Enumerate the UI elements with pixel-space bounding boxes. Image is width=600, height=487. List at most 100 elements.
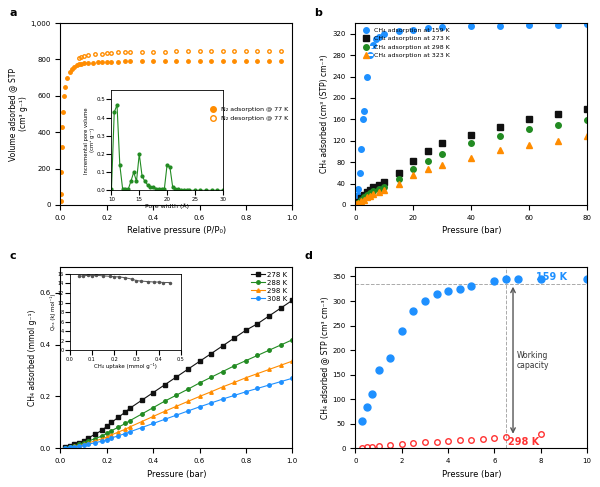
CH₄ adsorption at 298 K (381, 184, 388, 189)
CH₄ adsorption at 159 K (355, 186, 362, 192)
288 K (115, 424, 122, 430)
CH₄ adsorption at 159 K (367, 52, 374, 58)
CH₄ adsorption at 273 K (439, 140, 446, 146)
CH₄ adsorption at 273 K (355, 199, 362, 205)
CH₄ adsorption at 323 K (353, 202, 361, 207)
CH₄ adsorption at 159 K (361, 109, 368, 114)
CH₄ adsorption at 298 K (424, 158, 431, 164)
CH₄ adsorption at 273 K (358, 196, 365, 202)
288 K (103, 431, 110, 436)
288 K (98, 433, 106, 439)
278 K (103, 423, 110, 429)
308 K (208, 400, 215, 406)
CH₄ adsorption at 323 K (424, 166, 431, 171)
298 K (122, 426, 129, 432)
CH₄ adsorption at 273 K (375, 182, 382, 187)
288 K (92, 435, 99, 441)
278 K (196, 358, 203, 364)
CH₄ adsorption at 323 K (526, 142, 533, 148)
278 K (127, 405, 134, 411)
298 K (289, 358, 296, 364)
288 K (219, 369, 226, 375)
308 K (127, 429, 134, 435)
CH₄ adsorption at 159 K (584, 21, 591, 27)
278 K (173, 374, 180, 380)
CH₄ adsorption at 159 K (369, 41, 376, 47)
278 K (277, 305, 284, 311)
CH₄ adsorption at 159 K (468, 23, 475, 29)
278 K (92, 431, 99, 437)
Legend: 278 K, 288 K, 298 K, 308 K: 278 K, 288 K, 298 K, 308 K (250, 270, 289, 303)
308 K (196, 404, 203, 410)
CH₄ adsorption at 159 K (395, 28, 403, 34)
CH₄ adsorption at 273 K (410, 158, 417, 164)
Y-axis label: CH₄ adsorbed (cm³ (STP) cm⁻³): CH₄ adsorbed (cm³ (STP) cm⁻³) (320, 55, 329, 173)
288 K (230, 363, 238, 369)
Text: 159 K: 159 K (536, 272, 568, 282)
278 K (80, 438, 87, 444)
CH₄ adsorption at 298 K (375, 186, 382, 192)
CH₄ adsorption at 323 K (439, 162, 446, 168)
308 K (115, 433, 122, 439)
CH₄ adsorption at 323 K (497, 148, 504, 153)
CH₄ adsorption at 323 K (375, 189, 382, 195)
Text: c: c (10, 251, 16, 262)
278 K (242, 327, 250, 333)
278 K (98, 427, 106, 433)
298 K (173, 403, 180, 409)
CH₄ adsorption at 298 K (367, 190, 374, 196)
Y-axis label: Volume adsorbed @ STP
(cm³ g⁻¹): Volume adsorbed @ STP (cm³ g⁻¹) (8, 68, 28, 161)
CH₄ adsorption at 273 K (353, 202, 360, 207)
278 K (76, 440, 83, 446)
298 K (161, 408, 169, 414)
CH₄ adsorption at 323 K (410, 172, 417, 178)
CH₄ adsorption at 273 K (424, 149, 431, 154)
278 K (230, 335, 238, 341)
CH₄ adsorption at 298 K (358, 197, 365, 203)
CH₄ adsorption at 323 K (353, 202, 360, 207)
CH₄ adsorption at 298 K (526, 126, 533, 132)
CH₄ adsorption at 323 K (584, 133, 591, 139)
298 K (265, 367, 272, 373)
CH₄ adsorption at 323 K (369, 191, 376, 197)
Line: CH₄ adsorption at 298 K: CH₄ adsorption at 298 K (353, 118, 590, 207)
308 K (66, 445, 73, 450)
308 K (184, 408, 191, 414)
288 K (184, 386, 191, 392)
CH₄ adsorption at 323 K (395, 181, 403, 187)
CH₄ adsorption at 323 K (381, 187, 388, 193)
CH₄ adsorption at 273 K (468, 132, 475, 138)
CH₄ adsorption at 298 K (361, 194, 368, 200)
CH₄ adsorption at 298 K (497, 133, 504, 139)
288 K (161, 398, 169, 404)
298 K (98, 436, 106, 442)
CH₄ adsorption at 323 K (367, 193, 374, 199)
Text: a: a (10, 8, 17, 18)
288 K (85, 438, 92, 444)
Line: CH₄ adsorption at 323 K: CH₄ adsorption at 323 K (353, 134, 590, 207)
278 K (138, 397, 145, 403)
288 K (265, 347, 272, 353)
288 K (149, 405, 157, 411)
298 K (108, 432, 115, 438)
CH₄ adsorption at 159 K (439, 24, 446, 30)
CH₄ adsorption at 298 K (353, 201, 361, 207)
308 K (122, 431, 129, 436)
CH₄ adsorption at 298 K (439, 151, 446, 157)
288 K (66, 444, 73, 450)
308 K (242, 389, 250, 394)
278 K (66, 443, 73, 449)
CH₄ adsorption at 159 K (554, 22, 562, 28)
Line: 278 K: 278 K (64, 299, 294, 449)
298 K (254, 371, 261, 376)
298 K (85, 440, 92, 446)
308 K (265, 382, 272, 388)
288 K (242, 358, 250, 364)
298 K (80, 442, 87, 448)
298 K (242, 375, 250, 381)
Text: b: b (314, 8, 322, 18)
308 K (103, 437, 110, 443)
288 K (289, 337, 296, 343)
CH₄ adsorption at 159 K (497, 23, 504, 29)
298 K (92, 438, 99, 444)
